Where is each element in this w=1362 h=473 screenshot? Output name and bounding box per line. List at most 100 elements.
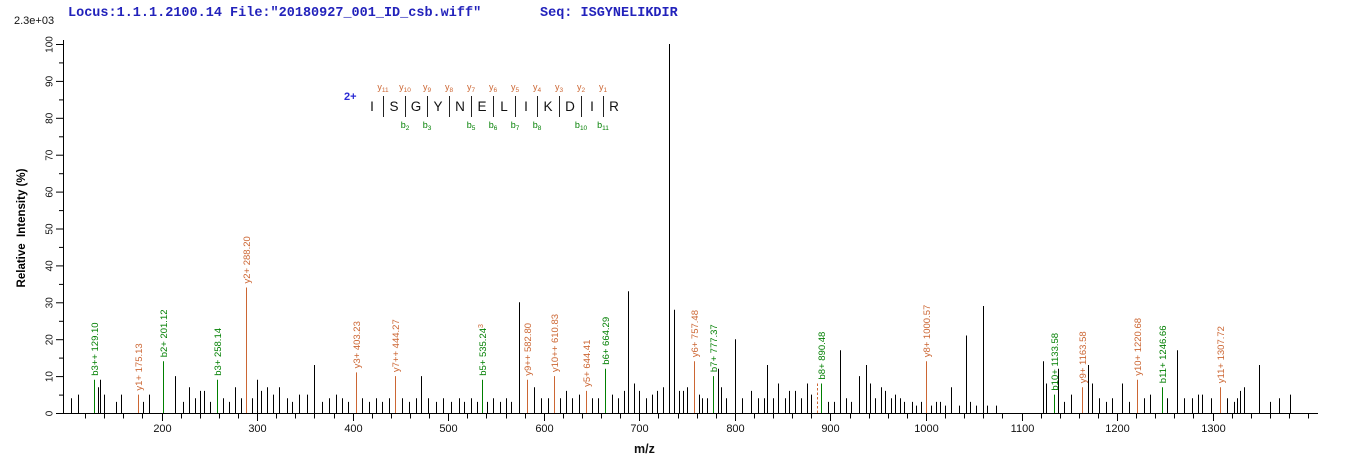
x-tick-label: 700 — [630, 423, 648, 435]
peptide-residue: I — [590, 99, 594, 114]
b-ion-label: b3 — [422, 120, 432, 132]
peak-label: b8+ 890.48 — [817, 332, 828, 380]
y-tick-label: 10 — [45, 371, 56, 383]
peak-label: y3+ 403.23 — [352, 321, 363, 368]
x-tick-label: 1000 — [914, 423, 938, 435]
peak-label: y6+ 757.48 — [690, 310, 701, 357]
precursor-charge-label: 2+ — [344, 90, 357, 103]
fragment-boundary: y1 b11 — [597, 82, 609, 132]
b-ion-label: b6 — [488, 120, 498, 132]
peptide-residue: D — [565, 99, 575, 114]
y-ion-label: y2 — [576, 81, 586, 94]
fragment-divider — [558, 96, 560, 117]
x-tick-label: 400 — [344, 423, 362, 435]
y-tick-label: 30 — [45, 297, 56, 309]
x-tick-label: 900 — [821, 423, 839, 435]
peptide-residue: I — [524, 99, 528, 114]
y-ion-label: y4 — [532, 81, 542, 94]
peptide-residue: I — [370, 99, 374, 114]
peak-label: y9++ 582.80 — [523, 323, 534, 376]
x-tick-label: 1300 — [1201, 423, 1225, 435]
peak-label: b7+ 777.37 — [709, 324, 720, 372]
fragment-boundary: y7 b5 — [467, 82, 476, 132]
peak-label: y10++ 610.83 — [550, 314, 561, 372]
y-tick-label: 70 — [45, 149, 56, 161]
b-ion-label: b7 — [510, 120, 520, 132]
locus-file-header: Locus:1.1.1.2100.14 File:"20180927_001_I… — [68, 6, 482, 21]
peptide-residue: G — [410, 99, 422, 114]
peak-label: y11+ 1307.72 — [1216, 326, 1227, 383]
fragment-divider — [448, 96, 450, 117]
y-tick-label: 80 — [45, 112, 56, 124]
fragment-boundary: y3 — [555, 82, 564, 117]
fragment-divider — [536, 96, 538, 117]
sequence-header: Seq: ISGYNELIKDIR — [540, 6, 678, 21]
peak-label: b3++ 129.10 — [90, 322, 101, 375]
peptide-residue: R — [609, 99, 619, 114]
b-ion-label: b2 — [400, 120, 410, 132]
x-tick-label: 1100 — [1011, 423, 1035, 435]
peak-label: b3+ 258.14 — [213, 328, 224, 376]
y-ion-label: y6 — [488, 81, 498, 94]
x-axis-title: m/z — [634, 442, 655, 456]
peak-label: y7++ 444.27 — [391, 319, 402, 372]
peptide-residue: Y — [433, 99, 443, 114]
y-ion-label: y8 — [444, 81, 454, 94]
peptide-residue: N — [455, 99, 465, 114]
peak-label: y2+ 288.20 — [242, 236, 253, 283]
fragment-boundary: y10 b2 — [399, 82, 411, 132]
intensity-scale-label: 2.3e+03 — [14, 15, 55, 27]
peptide-residue: E — [477, 99, 487, 114]
x-tick-label: 600 — [535, 423, 553, 435]
y-ion-label: y7 — [466, 81, 476, 94]
y-ion-label: y5 — [510, 81, 520, 94]
y-ion-label: y9 — [422, 81, 432, 94]
peak-label: y9+ 1163.58 — [1078, 331, 1089, 383]
peak-label: b2+ 201.12 — [159, 309, 170, 357]
peak-label: b5+ 535.243 — [478, 324, 489, 376]
fragment-divider — [382, 96, 384, 117]
y-tick-label: 100 — [45, 36, 56, 53]
y-tick-label: 60 — [45, 186, 56, 198]
fragment-divider — [492, 96, 494, 117]
peak-label: b6+ 664.29 — [601, 317, 612, 365]
fragment-boundary: y6 b6 — [489, 82, 498, 132]
y-ion-label: y1 — [598, 81, 608, 94]
y-tick-label: 90 — [45, 75, 56, 87]
y-tick-label: 0 — [45, 410, 56, 416]
peptide-residue: K — [543, 99, 553, 114]
fragment-divider — [514, 96, 516, 117]
fragment-divider — [404, 96, 406, 117]
y-ion-label: y3 — [554, 81, 564, 94]
fragment-divider — [580, 96, 582, 117]
y-ion-label: y10 — [399, 81, 411, 94]
fragment-boundary: y2 b10 — [575, 82, 587, 132]
fragment-boundary: y9 b3 — [423, 82, 432, 132]
y-tick-label: 50 — [45, 223, 56, 235]
b-ion-label: b10 — [574, 120, 588, 132]
b-ion-label: b8 — [532, 120, 542, 132]
x-tick-label: 500 — [439, 423, 457, 435]
fragment-boundary: y5 b7 — [511, 82, 520, 132]
peak-label: y5+ 644.41 — [582, 340, 593, 387]
peak-label: y1+ 175.13 — [134, 343, 145, 390]
fragment-divider — [470, 96, 472, 117]
y-ion-label: y11 — [377, 81, 389, 94]
peak-label: y10+ 1220.68 — [1133, 318, 1144, 376]
fragment-divider — [602, 96, 604, 117]
x-tick-label: 200 — [153, 423, 171, 435]
x-tick-label: 300 — [248, 423, 266, 435]
peak-label: b11+ 1246.66 — [1158, 326, 1169, 384]
x-tick-label: 1200 — [1105, 423, 1129, 435]
peptide-residue: S — [389, 99, 399, 114]
y-tick-label: 20 — [45, 334, 56, 346]
peptide-residue: L — [500, 99, 508, 114]
fragment-divider — [426, 96, 428, 117]
x-tick-label: 800 — [726, 423, 744, 435]
b-ion-label: b11 — [597, 120, 609, 132]
fragment-boundary: y8 — [445, 82, 454, 117]
fragment-boundary: y11 — [377, 82, 389, 117]
